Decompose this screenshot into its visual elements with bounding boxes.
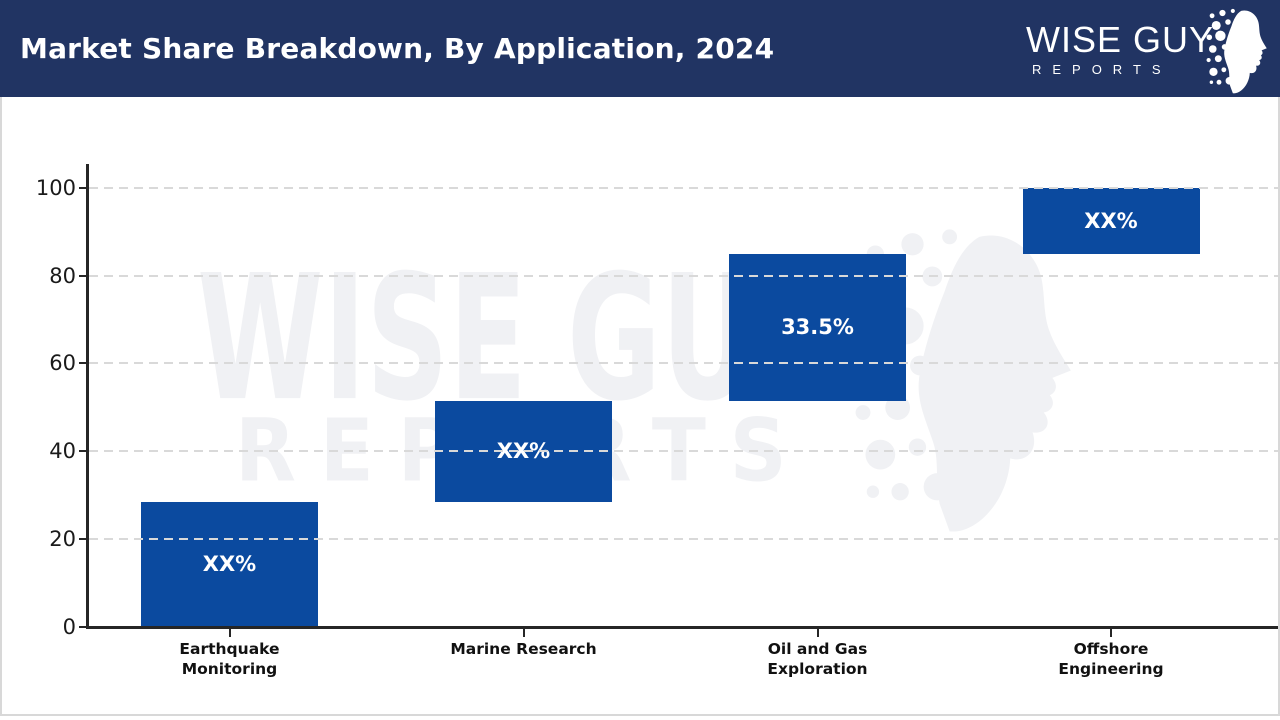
y-tick-label: 0: [62, 615, 76, 639]
y-tick-label: 20: [49, 527, 76, 552]
y-tick-mark: [79, 450, 87, 453]
logo-subtitle: REPORTS: [1031, 61, 1172, 77]
x-axis-label-line: Marine Research: [450, 640, 597, 658]
y-tick-label: 80: [49, 263, 76, 288]
bar-value-label: XX%: [1084, 208, 1138, 233]
logo-wordmark: WISE GUY: [1025, 18, 1214, 60]
x-axis-label: Earthquake Monitoring: [110, 639, 350, 679]
x-axis-label: Marine Research: [404, 639, 644, 659]
y-tick-mark: [79, 274, 87, 277]
bar-value-label: XX%: [202, 552, 257, 577]
header-bar: Market Share Breakdown, By Application, …: [0, 0, 1280, 97]
x-axis-label-line: Earthquake: [179, 640, 280, 658]
x-axis-spine: [86, 626, 1278, 629]
x-axis-label: Oil and Gas Exploration: [698, 639, 938, 679]
x-axis-label-line: Monitoring: [181, 660, 278, 678]
logo-text: WISE GUY REPORTS: [1025, 18, 1214, 77]
y-tick-mark: [79, 538, 87, 541]
gridline: [89, 186, 1278, 189]
chart-frame-border: [0, 97, 1280, 716]
y-tick-label: 60: [49, 351, 76, 376]
dotted-head-profile-icon: [1206, 8, 1267, 94]
x-axis-label-line: Exploration: [767, 660, 868, 678]
x-tick-mark: [228, 629, 231, 637]
x-axis-label: Offshore Engineering: [991, 639, 1231, 679]
y-axis-spine: [86, 164, 89, 629]
wise-guy-reports-logo: WISE GUY REPORTS: [1026, 3, 1272, 95]
x-tick-mark: [816, 629, 819, 637]
gridline: [89, 274, 1278, 277]
y-tick-label: 100: [35, 175, 76, 200]
page-title: Market Share Breakdown, By Application, …: [20, 32, 775, 65]
y-tick-mark: [79, 362, 87, 365]
x-axis-label-line: Offshore: [1073, 640, 1149, 658]
bar-value-label: 33.5%: [781, 315, 854, 340]
x-axis-label-line: Engineering: [1058, 660, 1164, 678]
x-tick-mark: [1110, 629, 1112, 637]
x-tick-mark: [522, 629, 525, 637]
bar-segment: XX%: [1022, 187, 1200, 254]
gridline: [89, 362, 1278, 365]
bar-segment: 33.5%: [729, 253, 906, 401]
x-axis-label-line: Oil and Gas: [767, 640, 868, 658]
bar-segment: XX%: [141, 501, 318, 627]
gridline: [89, 450, 1278, 453]
gridline: [89, 538, 1278, 541]
y-tick-label: 40: [49, 439, 76, 464]
y-tick-mark: [79, 186, 87, 189]
y-tick-mark: [79, 626, 87, 628]
